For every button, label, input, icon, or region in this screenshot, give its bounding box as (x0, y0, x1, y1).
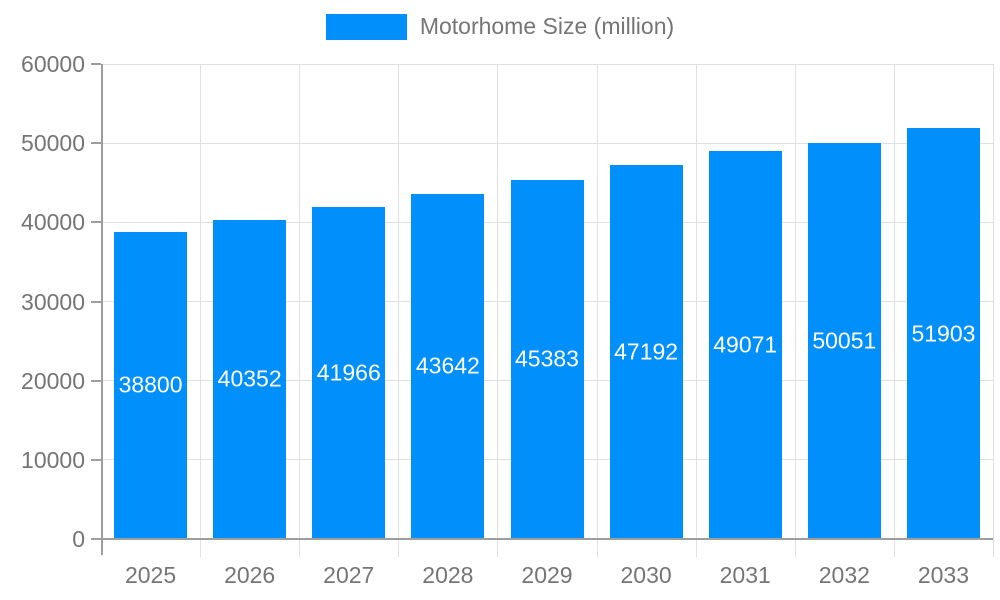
y-axis-tick (91, 379, 101, 382)
y-axis-tick (91, 221, 101, 224)
x-axis-tick-label: 2031 (719, 562, 771, 588)
x-axis-tick-label: 2027 (323, 562, 375, 588)
bar-value-label: 40352 (217, 365, 282, 392)
bar: 47192 (609, 165, 683, 539)
gridline-v (497, 64, 499, 557)
gridline-v (299, 64, 301, 557)
gridline-h (101, 142, 993, 144)
bar-value-label: 50051 (812, 327, 877, 354)
y-axis-tick (91, 300, 101, 303)
bar-value-label: 49071 (713, 331, 778, 358)
gridline-v (398, 64, 400, 557)
legend-label: Motorhome Size (million) (419, 13, 675, 39)
gridline-v (596, 64, 598, 557)
bar: 49071 (708, 150, 782, 539)
x-axis-tick-label: 2026 (224, 562, 276, 588)
bar-value-label: 38800 (118, 371, 183, 398)
y-axis-tick-label: 10000 (21, 446, 85, 473)
y-axis-tick-label: 40000 (21, 209, 85, 236)
legend[interactable]: Motorhome Size (million) (0, 13, 1000, 40)
bar: 43642 (411, 193, 485, 539)
y-axis-tick-label: 60000 (21, 51, 85, 77)
gridline-v (993, 64, 994, 557)
gridline-v (200, 64, 202, 557)
gridline-v (893, 64, 895, 557)
x-axis-tick-label: 2025 (124, 562, 177, 588)
legend-swatch-icon (325, 13, 407, 40)
bar: 38800 (114, 231, 188, 539)
bar-value-label: 47192 (614, 338, 679, 365)
y-axis-tick-label: 50000 (21, 130, 85, 157)
x-axis-tick-label: 2030 (620, 562, 672, 588)
y-axis-tick (91, 458, 101, 461)
gridline-h (101, 63, 993, 65)
bar-value-label: 51903 (911, 320, 976, 347)
bar: 40352 (213, 219, 287, 539)
x-axis-tick-label: 2029 (521, 562, 573, 588)
y-axis-tick-label: 20000 (21, 367, 85, 394)
bar: 51903 (906, 128, 980, 539)
gridline-v (794, 64, 796, 557)
bar-value-label: 41966 (316, 359, 381, 386)
bar: 50051 (807, 142, 881, 539)
gridline-v (695, 64, 697, 557)
bar-value-label: 43642 (415, 352, 480, 379)
y-axis-tick (91, 538, 101, 540)
x-axis-tick-label: 2033 (917, 562, 970, 588)
x-axis-tick-label: 2028 (422, 562, 474, 588)
y-axis-tick (91, 63, 101, 65)
x-axis-tick-label: 2032 (818, 562, 870, 588)
y-axis-tick-label: 0 (72, 526, 85, 552)
y-axis-tick (91, 142, 101, 145)
y-axis-tick-label: 30000 (21, 288, 85, 315)
bar-value-label: 45383 (515, 345, 579, 372)
x-axis-line (91, 538, 993, 540)
y-axis-line (101, 64, 103, 555)
bar: 41966 (312, 206, 386, 539)
bar: 45383 (510, 179, 584, 539)
